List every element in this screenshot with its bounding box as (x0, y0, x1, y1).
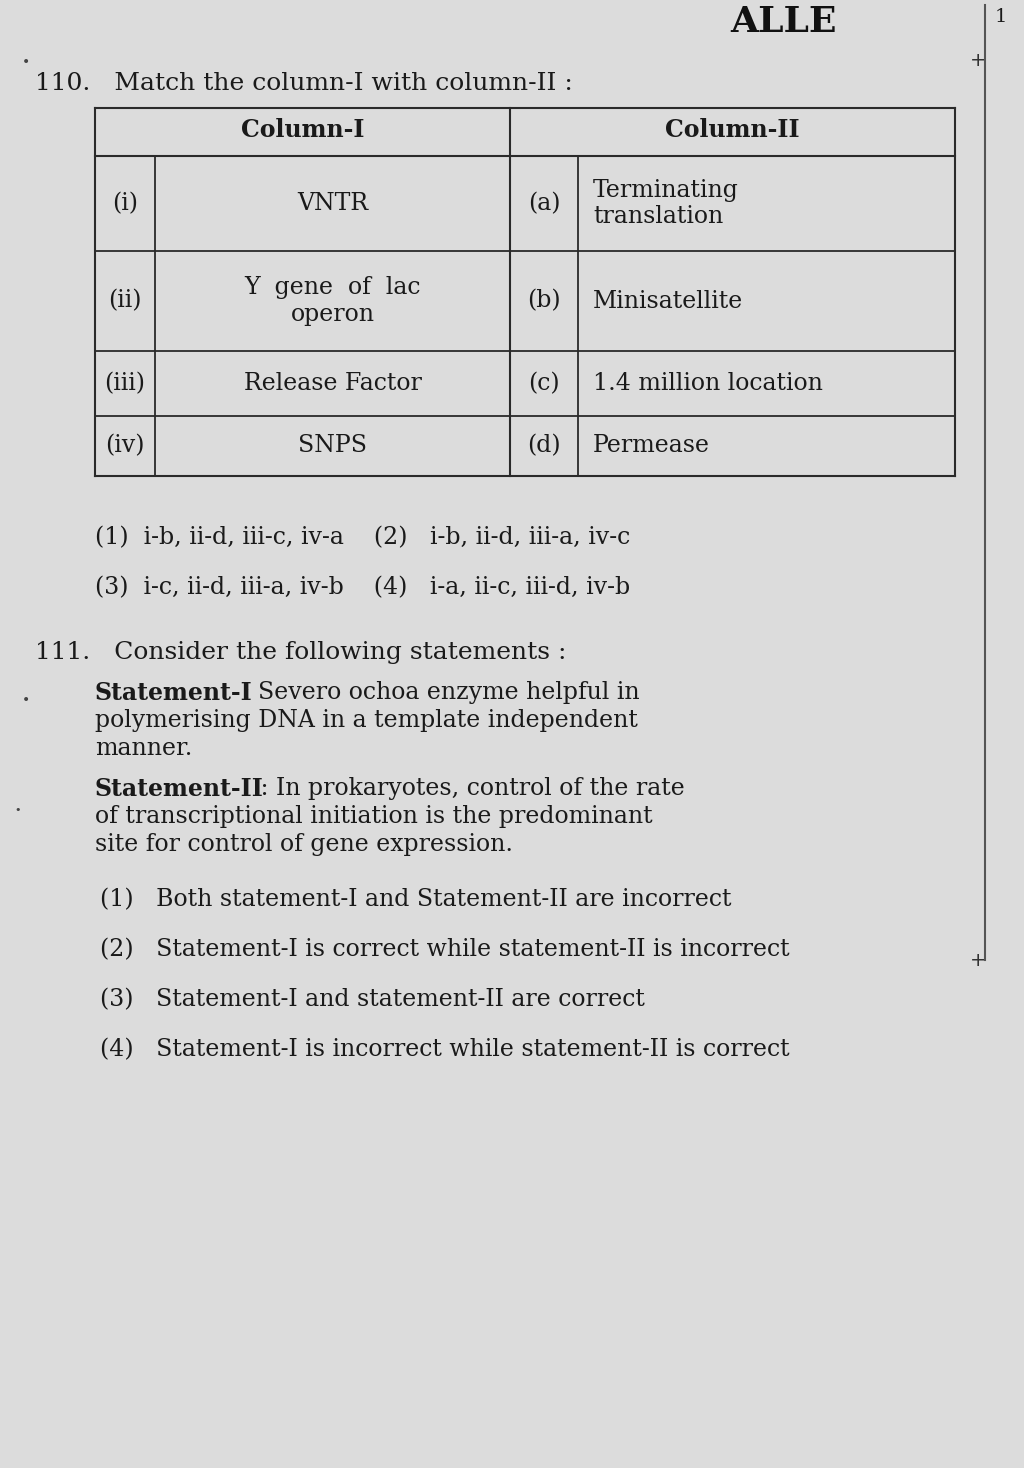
Text: (3)  i-c, ii-d, iii-a, iv-b    (4)   i-a, ii-c, iii-d, iv-b: (3) i-c, ii-d, iii-a, iv-b (4) i-a, ii-c… (95, 575, 630, 599)
Text: site for control of gene expression.: site for control of gene expression. (95, 832, 513, 856)
Text: •: • (22, 54, 31, 69)
Text: ALLE: ALLE (730, 4, 837, 40)
Text: (3)   Statement-I and statement-II are correct: (3) Statement-I and statement-II are cor… (100, 988, 645, 1011)
Text: +: + (970, 50, 986, 69)
Text: (c): (c) (528, 371, 560, 395)
Text: Column-I: Column-I (241, 117, 365, 142)
Text: (iii): (iii) (104, 371, 145, 395)
Text: 110.   Match the column-I with column-II :: 110. Match the column-I with column-II : (35, 72, 572, 95)
Text: (iv): (iv) (105, 435, 144, 458)
Text: (1)   Both statement-I and Statement-II are incorrect: (1) Both statement-I and Statement-II ar… (100, 888, 731, 912)
Text: polymerising DNA in a template independent: polymerising DNA in a template independe… (95, 709, 638, 733)
Text: +: + (970, 950, 986, 969)
Text: Release Factor: Release Factor (244, 371, 422, 395)
Text: 111.   Consider the following statements :: 111. Consider the following statements : (35, 642, 566, 664)
Text: 1: 1 (995, 7, 1008, 26)
Text: Statement-II: Statement-II (95, 777, 264, 802)
Text: SNPS: SNPS (298, 435, 367, 458)
Text: •: • (22, 693, 31, 708)
Text: (4)   Statement-I is incorrect while statement-II is correct: (4) Statement-I is incorrect while state… (100, 1038, 790, 1061)
Text: (ii): (ii) (109, 289, 141, 313)
Text: Column-II: Column-II (666, 117, 800, 142)
Text: (b): (b) (527, 289, 561, 313)
Text: (2)   Statement-I is correct while statement-II is incorrect: (2) Statement-I is correct while stateme… (100, 938, 790, 962)
Text: : Severo ochoa enzyme helpful in: : Severo ochoa enzyme helpful in (234, 681, 640, 705)
Text: 1.4 million location: 1.4 million location (593, 371, 823, 395)
Text: (a): (a) (527, 192, 560, 214)
Text: Terminating
translation: Terminating translation (593, 179, 739, 229)
Text: Minisatellite: Minisatellite (593, 289, 743, 313)
Text: Statement-I: Statement-I (95, 681, 253, 705)
Text: VNTR: VNTR (297, 192, 368, 214)
Text: of transcriptional initiation is the predominant: of transcriptional initiation is the pre… (95, 804, 652, 828)
Text: : In prokaryotes, control of the rate: : In prokaryotes, control of the rate (253, 777, 685, 800)
Text: (i): (i) (112, 192, 138, 214)
Text: (d): (d) (527, 435, 561, 458)
Text: Y  gene  of  lac
operon: Y gene of lac operon (245, 276, 421, 326)
Text: •: • (14, 804, 20, 815)
Text: Permease: Permease (593, 435, 710, 458)
Text: manner.: manner. (95, 737, 193, 760)
Text: (1)  i-b, ii-d, iii-c, iv-a    (2)   i-b, ii-d, iii-a, iv-c: (1) i-b, ii-d, iii-c, iv-a (2) i-b, ii-d… (95, 526, 630, 549)
